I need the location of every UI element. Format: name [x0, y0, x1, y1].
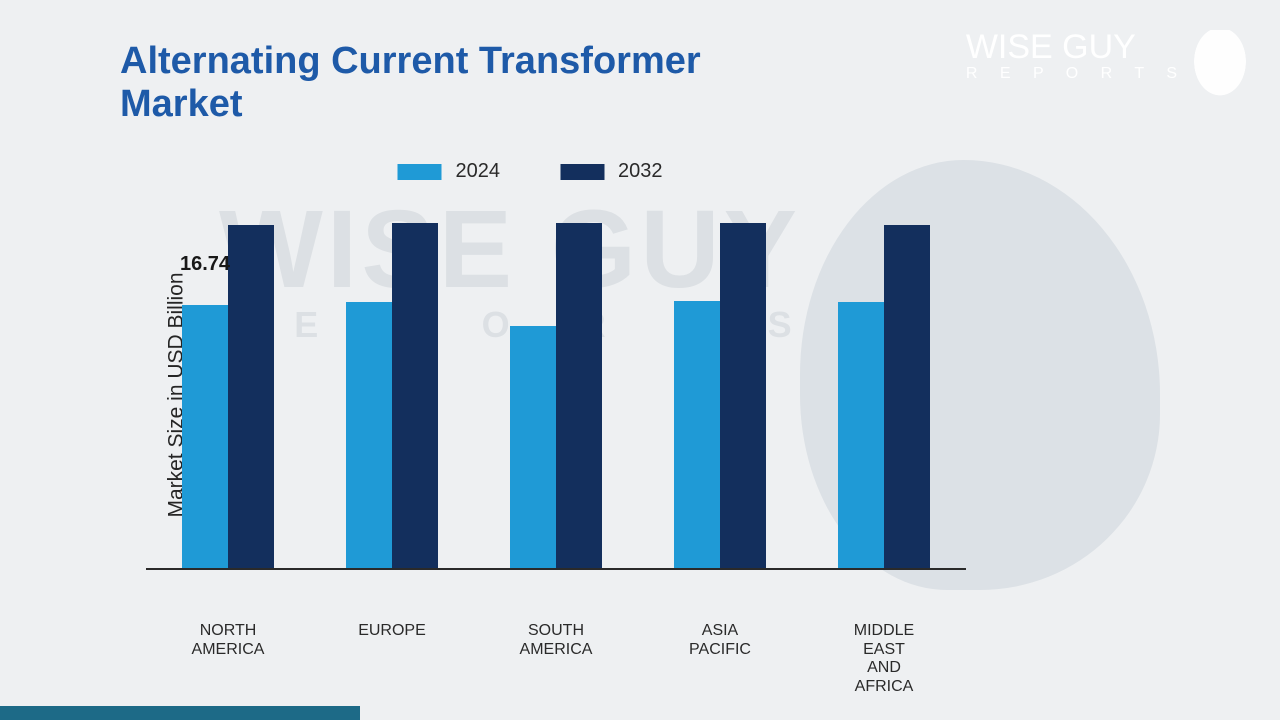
bar-2024: [510, 326, 556, 570]
bar-2032: [884, 225, 930, 570]
bar-2032: [392, 223, 438, 570]
bar-group: [168, 225, 288, 570]
legend-swatch-2024: [398, 164, 442, 180]
stage: Alternating Current Transformer Market W…: [0, 0, 1280, 720]
chart-area: Market Size in USD Billion 2024 2032 16.…: [90, 160, 970, 630]
bar-groups: [146, 190, 966, 570]
bar-group: [496, 223, 616, 570]
legend-label-2032: 2032: [618, 160, 663, 183]
brand-logo: WISE GUY R E P O R T S: [966, 30, 1250, 100]
bar-2032: [228, 225, 274, 570]
category-label: MIDDLE EAST AND AFRICA: [824, 622, 944, 696]
legend-swatch-2032: [560, 164, 604, 180]
bar-2032: [556, 223, 602, 570]
bar-2024: [838, 302, 884, 570]
category-label: NORTH AMERICA: [168, 622, 288, 696]
plot-region: 16.74: [146, 190, 966, 570]
brand-logo-sub: R E P O R T S: [966, 66, 1186, 82]
brand-logo-head-icon: [1190, 30, 1250, 100]
legend-item-2024: 2024: [398, 160, 501, 183]
bottom-accent-bar: [0, 706, 360, 720]
bar-2024: [674, 301, 720, 570]
brand-logo-main: WISE GUY: [966, 30, 1186, 64]
legend-label-2024: 2024: [456, 160, 501, 183]
category-label: EUROPE: [332, 622, 452, 696]
bar-2024: [182, 305, 228, 570]
category-labels: NORTH AMERICA EUROPE SOUTH AMERICA ASIA PAC…: [146, 622, 966, 696]
chart-title: Alternating Current Transformer Market: [120, 40, 820, 126]
bar-group: [660, 223, 780, 570]
bar-group: [824, 225, 944, 570]
x-axis-line: [146, 568, 966, 570]
legend: 2024 2032: [398, 160, 663, 183]
brand-logo-text: WISE GUY R E P O R T S: [966, 30, 1186, 82]
bar-group: [332, 223, 452, 570]
bar-value-label: 16.74: [180, 253, 230, 276]
bar-2032: [720, 223, 766, 570]
legend-item-2032: 2032: [560, 160, 663, 183]
category-label: ASIA PACIFIC: [660, 622, 780, 696]
bar-2024: [346, 302, 392, 570]
category-label: SOUTH AMERICA: [496, 622, 616, 696]
